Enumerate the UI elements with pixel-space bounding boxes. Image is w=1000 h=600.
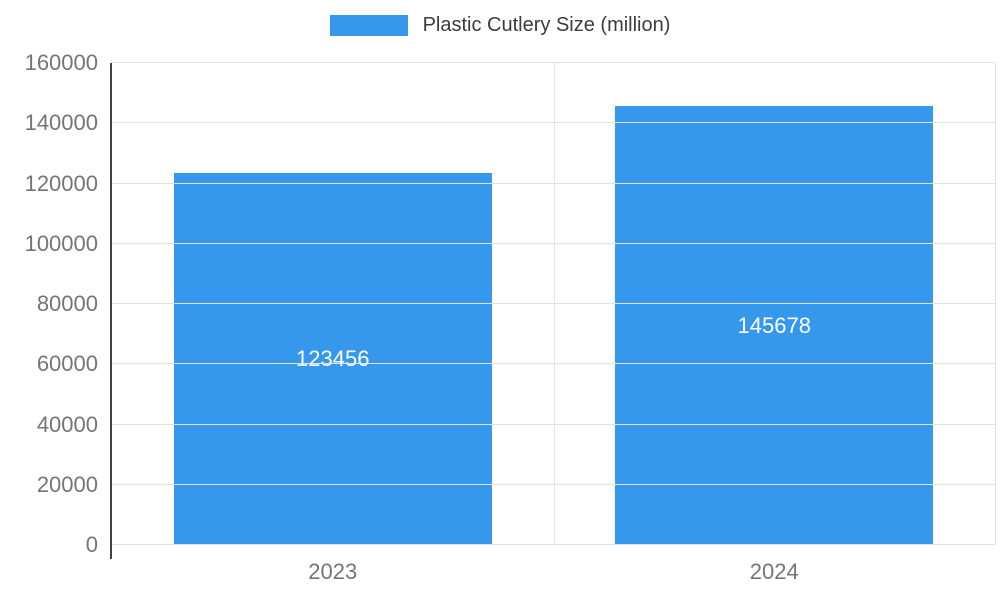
vertical-gridline <box>553 63 555 545</box>
y-axis-tick-label: 140000 <box>24 110 98 136</box>
bar-2023: 123456 <box>173 173 492 545</box>
bar-2024: 145678 <box>615 106 934 545</box>
vertical-gridline <box>995 63 996 545</box>
bar-slot: 123456 <box>112 63 554 545</box>
x-axis-labels: 2023 2024 <box>112 559 995 585</box>
y-axis-tick-label: 0 <box>85 532 98 557</box>
x-axis-tick-label: 2023 <box>308 559 358 584</box>
y-axis-tick-label: 60000 <box>36 351 98 377</box>
y-axis-tick-label: 120000 <box>24 170 98 196</box>
bar-slot: 145678 <box>554 63 996 545</box>
y-axis-tick-label: 20000 <box>36 471 98 497</box>
chart-legend: Plastic Cutlery Size (million) <box>0 14 1000 37</box>
plot-area: 123456 145678 2023 2024 0 20000 40000 60000 80… <box>25 52 996 584</box>
y-axis-tick-label: 160000 <box>24 50 98 75</box>
y-axis-tick-label: 40000 <box>36 411 98 437</box>
bars-row: 123456 145678 <box>112 63 995 545</box>
bar-value-label: 123456 <box>296 346 370 372</box>
y-axis-tick-label: 100000 <box>24 230 98 256</box>
gridline <box>112 62 995 63</box>
bars-layer: 123456 145678 <box>112 63 995 545</box>
legend-swatch <box>329 15 408 36</box>
legend-label: Plastic Cutlery Size (million) <box>422 14 671 36</box>
y-axis-tick-label: 80000 <box>36 291 98 316</box>
bar-value-label: 145678 <box>737 312 811 338</box>
x-axis-tick-label: 2024 <box>749 559 799 584</box>
